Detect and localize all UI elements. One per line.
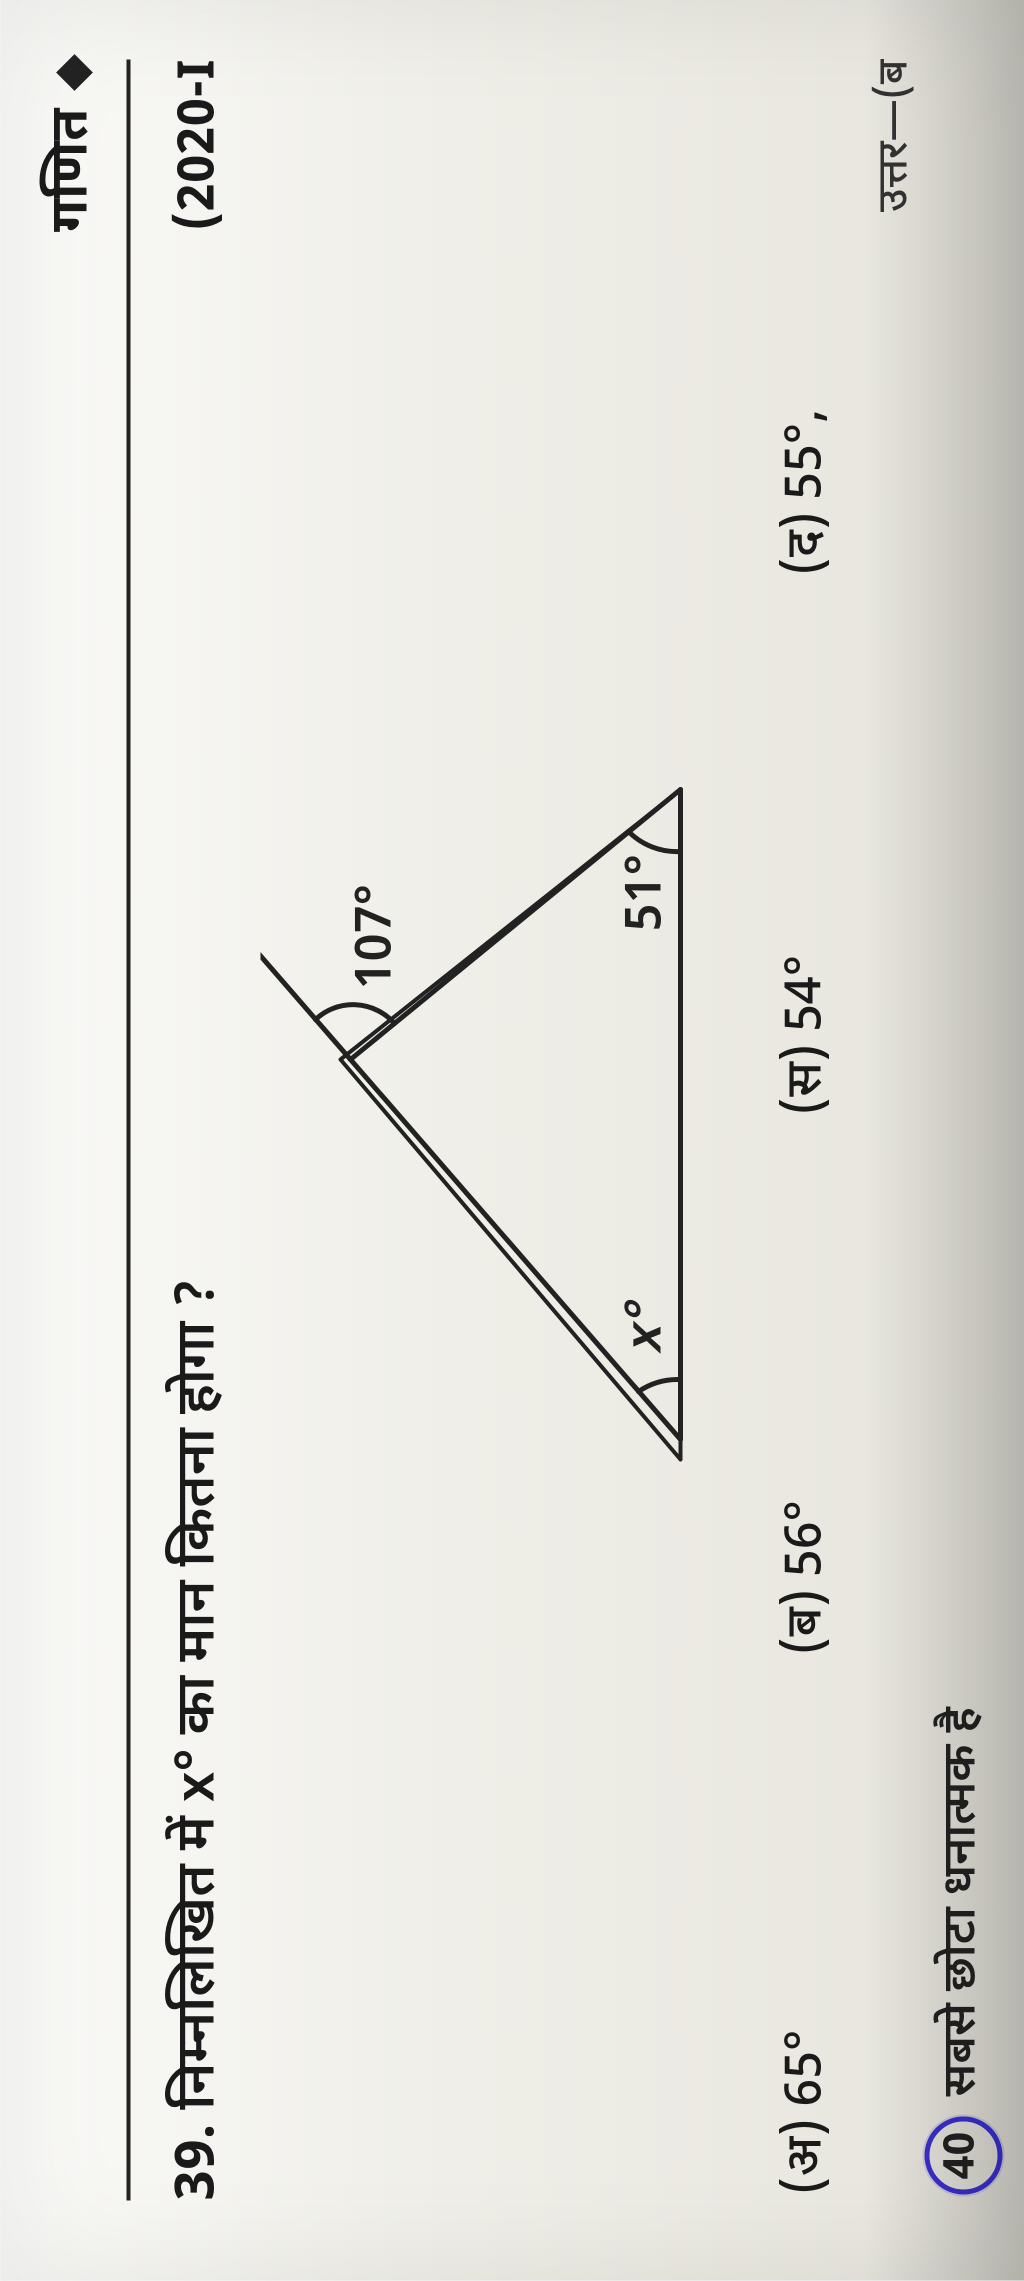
header: गणित (41, 60, 131, 2201)
next-question-row: 40 सबसे छोटा धनात्मक है (925, 60, 1003, 2201)
option-a[interactable]: (अ) 65° (777, 1679, 842, 2195)
label-x: x° (617, 1300, 682, 1355)
option-b-label: (ब) (777, 1589, 842, 1655)
triangle-svg: 107° x° 51° (261, 680, 741, 1580)
arc-x (639, 1380, 681, 1392)
options-row: (अ) 65° (ब) 56° (स) 54° (द) 55°, (777, 60, 842, 2201)
angle-labels: 107° x° 51° (347, 855, 682, 1355)
question-year: (2020-I (170, 60, 235, 231)
next-text: सबसे छोटा धनात्मक है (934, 1707, 994, 2096)
option-d-label: (द) (777, 512, 842, 575)
option-d-value: 55°, (777, 409, 842, 500)
option-c[interactable]: (स) 54° (777, 599, 842, 1115)
subject-label: गणित (41, 108, 109, 232)
option-c-value: 54° (777, 955, 842, 1032)
option-a-value: 65° (777, 2030, 842, 2107)
question-number: 39. (167, 2124, 237, 2201)
label-107: 107° (347, 885, 412, 990)
answer-hint: उत्तर—(ब (870, 60, 925, 2201)
option-a-label: (अ) (777, 2119, 842, 2195)
label-51: 51° (617, 855, 682, 932)
option-b[interactable]: (ब) 56° (777, 1139, 842, 1655)
option-d[interactable]: (द) 55°, (777, 60, 842, 576)
next-number: 40 (936, 2132, 991, 2180)
question-text: निम्नलिखित में x° का मान कितना होगा ? (167, 1279, 237, 2110)
circled-number: 40 (925, 2117, 1003, 2195)
arc-51 (629, 832, 681, 852)
option-c-label: (स) (777, 1044, 842, 1115)
diamond-icon (56, 54, 93, 91)
option-b-value: 56° (777, 1500, 842, 1577)
question-row: 39. निम्नलिखित में x° का मान कितना होगा … (167, 60, 237, 2201)
triangle-figure: 107° x° 51° (261, 60, 741, 2201)
apex-ext (261, 870, 351, 1060)
arc-107 (316, 1005, 395, 1024)
